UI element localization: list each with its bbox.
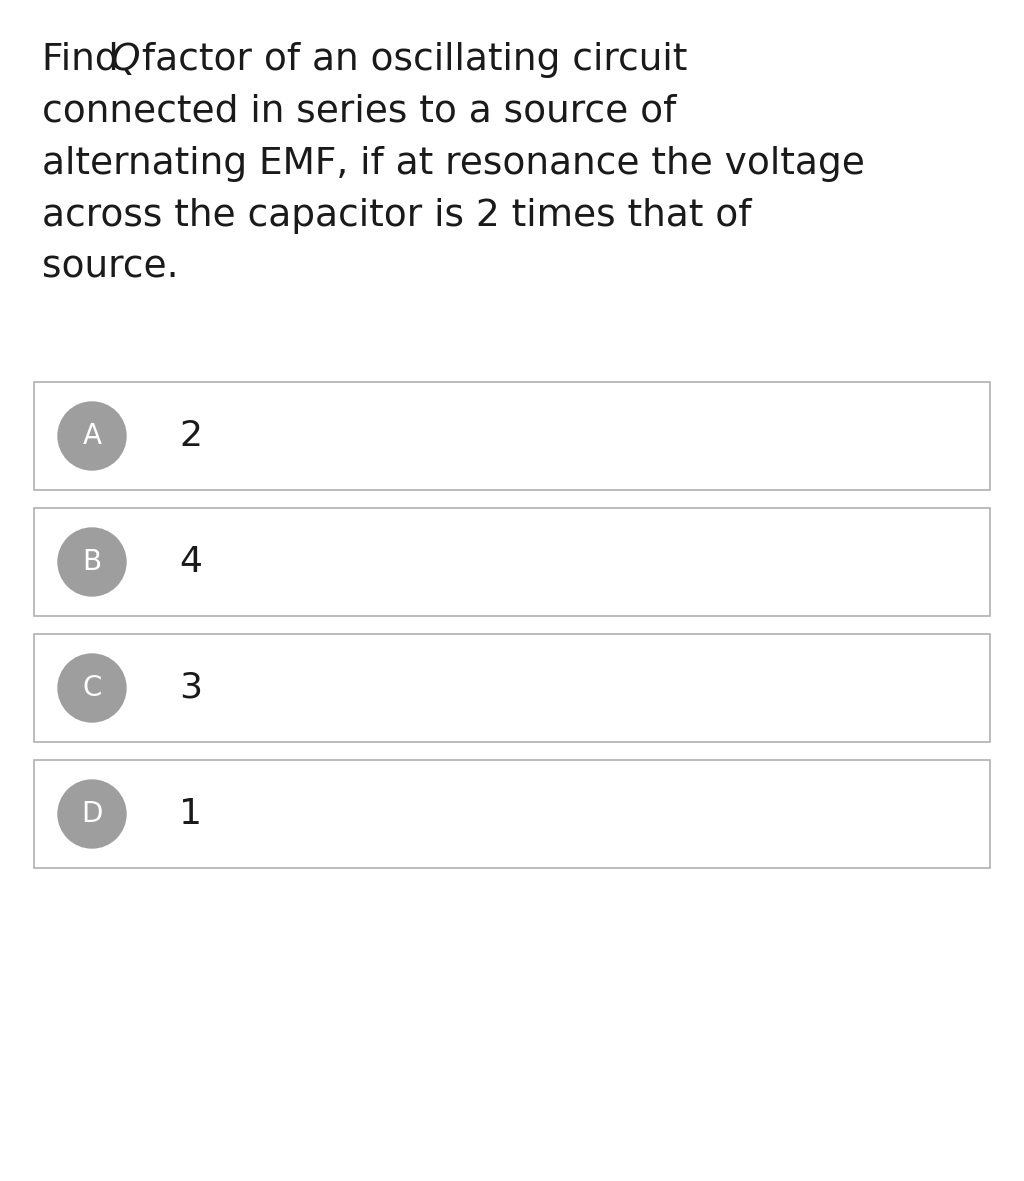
Text: 1: 1 — [179, 797, 202, 831]
Text: across the capacitor is 2 times that of: across the capacitor is 2 times that of — [42, 198, 752, 234]
Text: Q: Q — [110, 43, 139, 78]
Text: source.: source. — [42, 250, 178, 286]
Bar — [34, 508, 990, 616]
Text: B: B — [83, 548, 101, 576]
Bar — [34, 761, 990, 868]
Text: alternating EMF, if at resonance the voltage: alternating EMF, if at resonance the vol… — [42, 146, 865, 182]
Bar — [34, 634, 990, 742]
Text: factor of an oscillating circuit: factor of an oscillating circuit — [130, 43, 687, 78]
Text: Find: Find — [42, 43, 130, 78]
Text: 2: 2 — [179, 419, 202, 454]
Text: A: A — [83, 422, 101, 450]
Text: C: C — [82, 674, 101, 702]
Circle shape — [58, 654, 126, 722]
Circle shape — [58, 528, 126, 596]
Circle shape — [58, 779, 126, 848]
Circle shape — [58, 402, 126, 470]
Text: connected in series to a source of: connected in series to a source of — [42, 94, 677, 130]
Text: D: D — [81, 800, 102, 828]
Text: 4: 4 — [179, 544, 202, 579]
Bar — [34, 381, 990, 490]
Text: 3: 3 — [179, 671, 202, 705]
